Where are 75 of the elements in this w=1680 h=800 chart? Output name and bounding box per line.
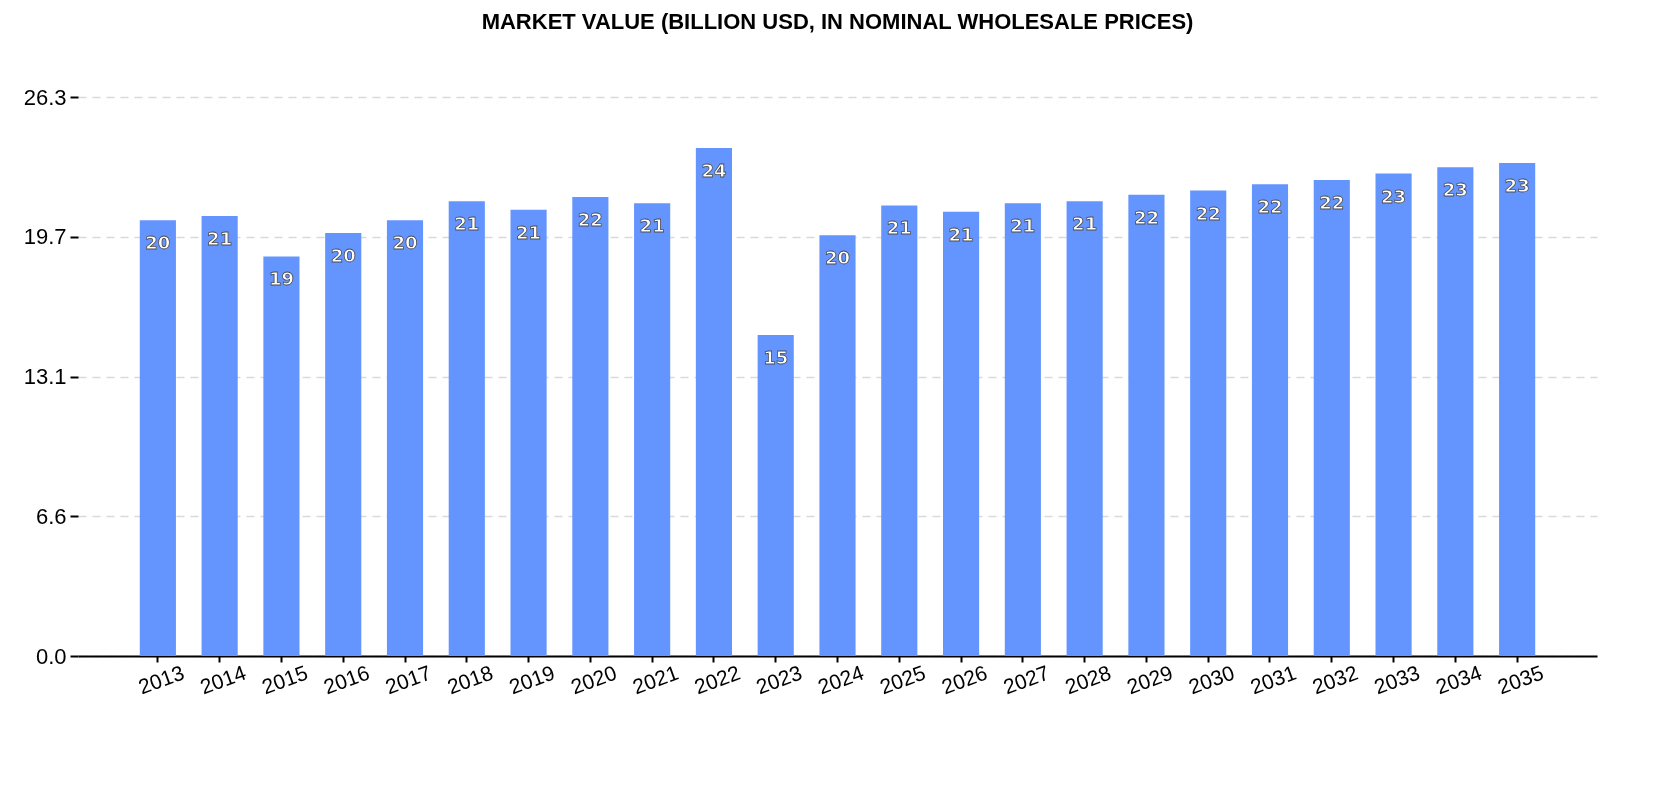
data-label: 23 <box>1504 174 1530 196</box>
x-tick-label: 2026 <box>938 660 991 699</box>
y-tick-label: 26.3 <box>23 84 67 110</box>
data-label: 21 <box>639 215 665 237</box>
data-label: 22 <box>1257 196 1283 218</box>
bar <box>1437 167 1474 656</box>
x-tick-label: 2028 <box>1062 660 1114 699</box>
bar <box>263 256 300 656</box>
x-tick-label: 2034 <box>1432 660 1485 699</box>
x-tick-label: 2020 <box>567 660 620 699</box>
bar <box>943 211 980 656</box>
x-tick-label: 2016 <box>320 660 373 699</box>
x-tick-label: 2017 <box>382 660 435 699</box>
bar <box>1128 194 1165 656</box>
bar <box>1004 203 1041 656</box>
bar <box>1251 184 1289 656</box>
data-label: 23 <box>1442 179 1468 201</box>
y-tick-label: 0.0 <box>35 643 67 669</box>
x-tick-label: 2018 <box>444 660 496 699</box>
bar <box>448 201 485 656</box>
data-label: 21 <box>454 213 480 235</box>
bar <box>386 220 424 656</box>
x-tick-label: 2021 <box>629 660 682 699</box>
bar <box>572 196 609 656</box>
data-label: 21 <box>1010 215 1036 237</box>
x-tick-label: 2035 <box>1494 660 1547 699</box>
bar <box>1066 201 1103 656</box>
bar <box>757 335 794 656</box>
data-label: 24 <box>701 160 727 182</box>
x-tick-label: 2014 <box>197 660 250 699</box>
data-label: 21 <box>516 221 542 243</box>
y-tick-label: 6.6 <box>35 503 67 529</box>
bar <box>1190 190 1227 656</box>
bar <box>1375 173 1412 656</box>
x-tick-label: 2015 <box>258 660 311 699</box>
data-label: 23 <box>1381 185 1407 207</box>
x-tick-label: 2023 <box>753 660 805 699</box>
x-tick-label: 2022 <box>691 660 744 699</box>
chart-title: MARKET VALUE (BILLION USD, IN NOMINAL WHOLESALE PRICES) <box>481 9 1194 34</box>
data-label: 21 <box>948 223 974 245</box>
x-tick-label: 2029 <box>1123 660 1176 699</box>
bar <box>510 209 547 656</box>
bar <box>695 148 732 656</box>
x-tick-label: 2027 <box>1000 660 1052 699</box>
data-label: 22 <box>1319 191 1345 213</box>
y-tick-label: 19.7 <box>23 224 67 250</box>
x-tick-label: 2019 <box>505 660 558 699</box>
x-tick-label: 2033 <box>1370 660 1423 699</box>
y-tick-label: 13.1 <box>23 364 67 389</box>
data-label: 20 <box>824 247 851 269</box>
bar <box>201 216 238 656</box>
data-label: 20 <box>392 232 418 254</box>
bar <box>1499 162 1536 656</box>
bar <box>819 235 856 656</box>
x-tick-label: 2030 <box>1185 660 1238 699</box>
bar <box>881 205 918 656</box>
data-label: 15 <box>763 347 789 369</box>
data-label: 19 <box>268 268 294 290</box>
data-label: 21 <box>886 217 912 239</box>
data-label: 20 <box>330 245 356 267</box>
x-tick-label: 2013 <box>135 660 187 699</box>
bar <box>634 203 671 656</box>
x-tick-label: 2025 <box>876 660 929 699</box>
bar <box>325 233 362 656</box>
data-label: 22 <box>1133 206 1159 228</box>
x-tick-label: 2032 <box>1309 660 1361 699</box>
data-label: 21 <box>1072 213 1098 235</box>
x-tick-label: 2024 <box>814 660 867 699</box>
data-label: 22 <box>577 208 603 230</box>
data-label: 21 <box>207 228 233 250</box>
bar <box>1313 179 1350 656</box>
bar <box>139 220 176 656</box>
data-label: 20 <box>145 232 171 254</box>
data-label: 22 <box>1195 202 1221 224</box>
x-tick-label: 2031 <box>1247 660 1300 699</box>
